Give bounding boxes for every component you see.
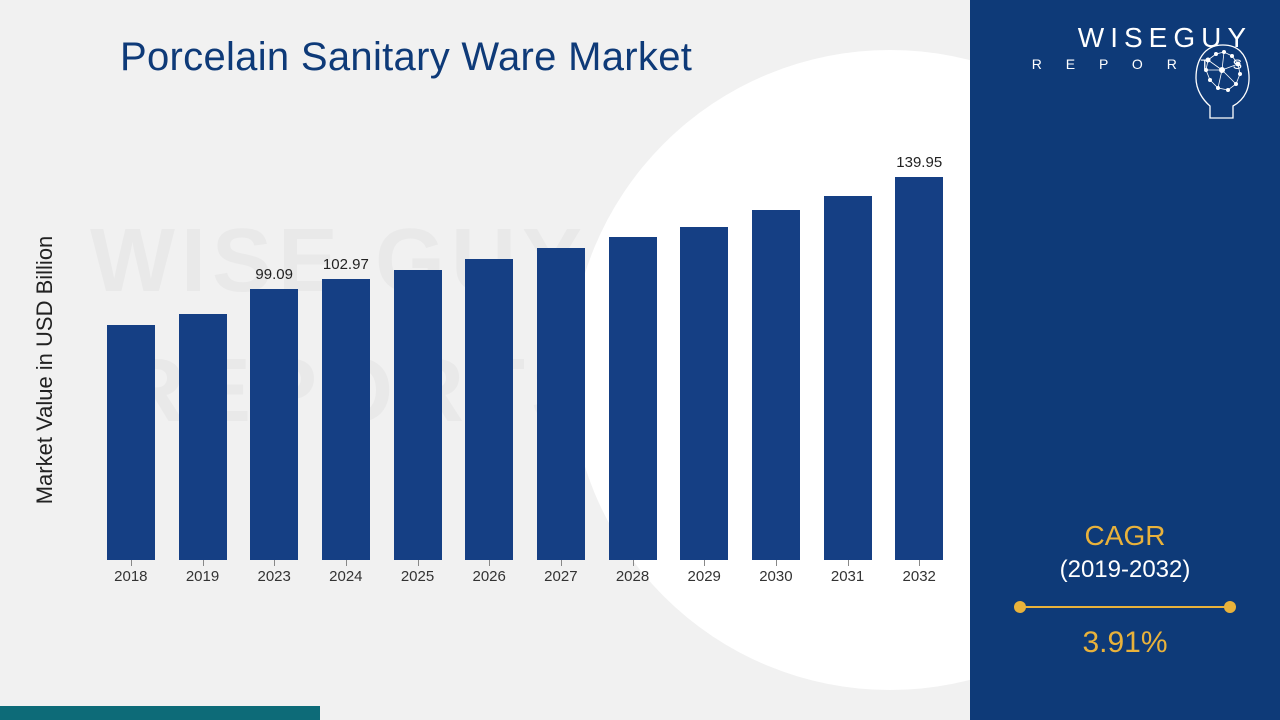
bar-wrap — [668, 227, 740, 560]
x-tick-label: 2032 — [883, 560, 955, 590]
x-tick-label: 2031 — [812, 560, 884, 590]
bar-value-label: 99.09 — [255, 266, 293, 283]
cagr-separator — [1020, 606, 1230, 608]
bar — [250, 289, 298, 560]
bottom-accent-bar — [0, 706, 320, 720]
x-tick-label: 2024 — [310, 560, 382, 590]
chart-title: Porcelain Sanitary Ware Market — [120, 35, 692, 80]
bar-wrap — [167, 314, 239, 560]
x-tick-label: 2027 — [525, 560, 597, 590]
cagr-label: CAGR — [1010, 520, 1240, 552]
x-tick-label: 2018 — [95, 560, 167, 590]
bar — [394, 270, 442, 560]
bar — [824, 196, 872, 560]
bar — [537, 248, 585, 560]
bar-wrap: 99.09 — [238, 266, 310, 560]
cagr-range: (2019-2032) — [1010, 556, 1240, 584]
bar — [680, 227, 728, 560]
bar-value-label: 102.97 — [323, 256, 369, 273]
bar-wrap — [453, 259, 525, 560]
bar — [895, 177, 943, 560]
x-tick-label: 2023 — [238, 560, 310, 590]
x-tick-label: 2028 — [597, 560, 669, 590]
bar — [107, 325, 155, 560]
bar-wrap: 102.97 — [310, 256, 382, 560]
infographic-canvas: WISE GUY REPORTS Porcelain Sanitary Ware… — [0, 0, 1280, 720]
bars-container: 99.09 102.97 139.95 — [95, 150, 955, 560]
y-axis-label: Market Value in USD Billion — [32, 236, 58, 505]
bar-wrap — [382, 270, 454, 560]
x-tick-label: 2030 — [740, 560, 812, 590]
bar-wrap — [740, 210, 812, 560]
bar — [752, 210, 800, 560]
x-tick-label: 2026 — [453, 560, 525, 590]
x-tick-label: 2029 — [668, 560, 740, 590]
x-tick-label: 2019 — [167, 560, 239, 590]
bar-wrap — [812, 196, 884, 560]
bar-value-label: 139.95 — [896, 154, 942, 171]
bar — [609, 237, 657, 560]
cagr-block: CAGR (2019-2032) 3.91% — [1010, 520, 1240, 660]
bar-wrap — [95, 325, 167, 560]
brand-logo: WISEGUY R E P O R T S — [1032, 22, 1252, 72]
plot-area: 99.09 102.97 139.95 — [95, 150, 955, 560]
x-axis-labels: 2018201920232024202520262027202820292030… — [95, 560, 955, 590]
bar — [179, 314, 227, 560]
bar-wrap: 139.95 — [883, 154, 955, 560]
bar-wrap — [525, 248, 597, 560]
bar-chart: Market Value in USD Billion 99.09102.971… — [55, 150, 955, 590]
bar — [465, 259, 513, 560]
x-tick-label: 2025 — [382, 560, 454, 590]
head-icon — [1188, 40, 1258, 120]
cagr-value: 3.91% — [1010, 626, 1240, 660]
bar-wrap — [597, 237, 669, 560]
bar — [322, 279, 370, 560]
